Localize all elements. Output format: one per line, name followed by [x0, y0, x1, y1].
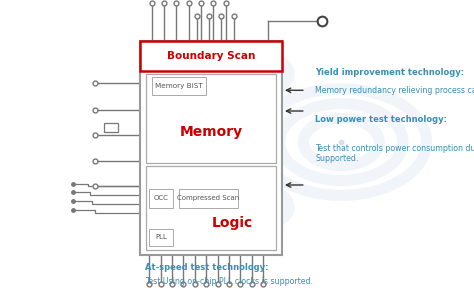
Bar [146, 166, 276, 250]
Text: Test that controls power consumption during testing is
Supported.: Test that controls power consumption dur… [315, 144, 474, 163]
Text: Test Using on-chip PLL clocks is supported.: Test Using on-chip PLL clocks is support… [145, 277, 312, 286]
Text: Memory redundancy relieving process can be performed.: Memory redundancy relieving process can … [315, 86, 474, 95]
Bar [149, 189, 173, 208]
Text: Logic: Logic [211, 216, 253, 230]
Text: Yield improvement technology:: Yield improvement technology: [315, 68, 465, 77]
Bar [149, 229, 173, 246]
Text: Memory BIST: Memory BIST [155, 83, 203, 89]
Bar [140, 41, 282, 255]
Bar [152, 77, 206, 95]
Text: Boundary Scan: Boundary Scan [167, 51, 255, 61]
Text: Low power test technology:: Low power test technology: [315, 115, 447, 124]
Bar [140, 41, 282, 71]
Bar [179, 189, 238, 208]
Text: At-speed test technology:: At-speed test technology: [145, 263, 268, 272]
Text: OCC: OCC [154, 195, 169, 201]
Bar [146, 74, 276, 163]
Text: PLL: PLL [155, 234, 167, 240]
Text: Compressed Scan: Compressed Scan [177, 195, 239, 201]
Text: Memory: Memory [179, 125, 243, 139]
Bar [104, 123, 118, 132]
